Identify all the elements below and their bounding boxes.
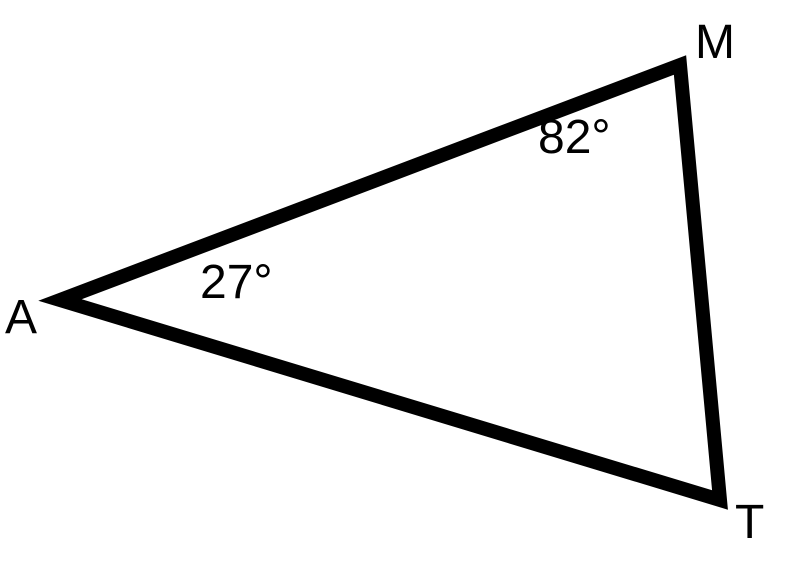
angle-label-m: 82°	[538, 110, 611, 165]
vertex-label-a: A	[5, 290, 37, 345]
angle-label-a: 27°	[200, 255, 273, 310]
triangle-figure: A M T 27° 82°	[0, 0, 800, 566]
vertex-label-m: M	[695, 15, 735, 70]
triangle-svg	[0, 0, 800, 566]
triangle-outline	[60, 65, 720, 500]
vertex-label-t: T	[735, 495, 764, 550]
